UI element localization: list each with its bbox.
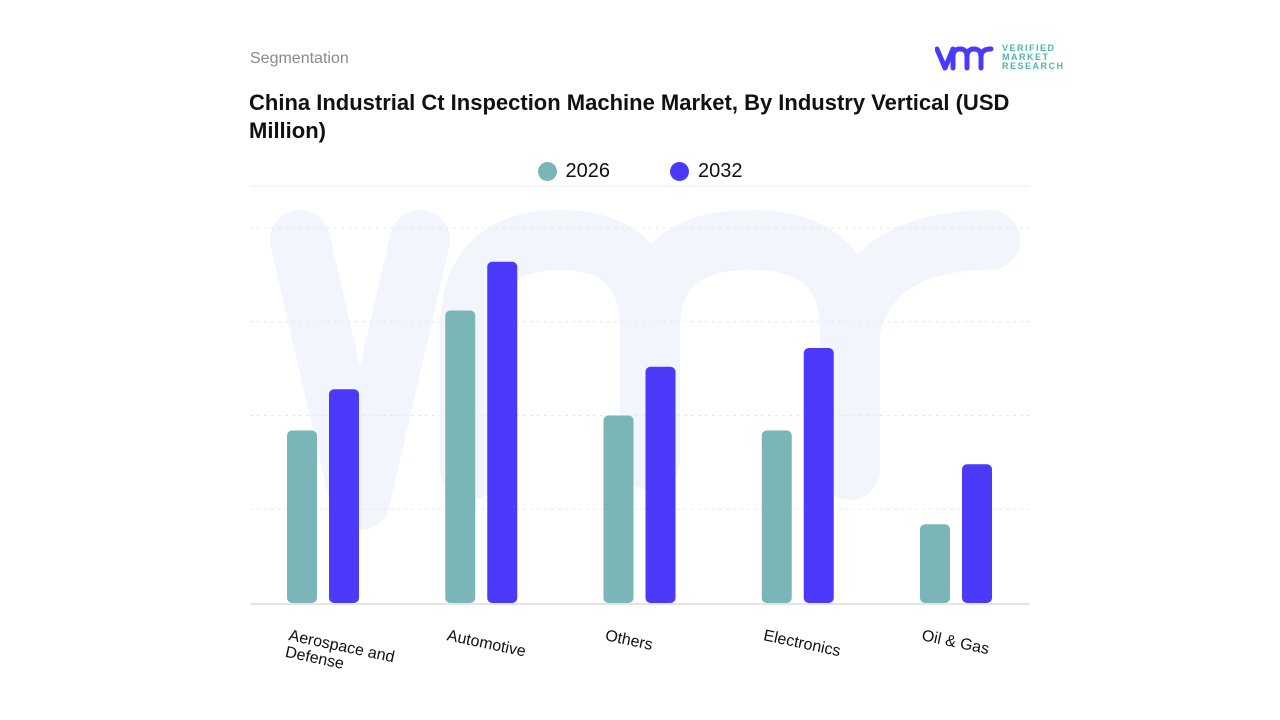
bar-2026-aerospace-and-defense bbox=[287, 430, 317, 603]
bar-2032-automotive bbox=[487, 261, 518, 603]
vmr-logo: VERIFIED MARKET RESEARCH bbox=[935, 44, 1065, 71]
section-label: Segmentation bbox=[250, 50, 349, 67]
x-tick-label: Oil & Gas bbox=[920, 627, 991, 658]
x-tick-label: Aerospace andDefense bbox=[284, 627, 396, 683]
bar-2026-automotive bbox=[445, 310, 476, 603]
watermark-logo bbox=[270, 210, 1020, 530]
legend-item-2032: 2032 bbox=[670, 160, 743, 183]
chart-title: China Industrial Ct Inspection Machine M… bbox=[249, 90, 1010, 143]
legend-swatch-2026 bbox=[537, 162, 557, 181]
bar-2032-aerospace-and-defense bbox=[329, 389, 359, 603]
x-tick-label: Others bbox=[604, 627, 655, 654]
legend-label: 2026 bbox=[565, 160, 611, 182]
bar-2032-electronics bbox=[803, 348, 834, 603]
logo-text: VERIFIED MARKET RESEARCH bbox=[1002, 43, 1065, 71]
legend-swatch-2032 bbox=[670, 162, 689, 181]
bar-2032-others bbox=[645, 366, 676, 603]
legend-item-2026: 2026 bbox=[537, 160, 611, 183]
bar-2026-electronics bbox=[761, 430, 792, 603]
bar-2032-oil-gas bbox=[962, 464, 992, 603]
x-tick-label: Automotive bbox=[445, 627, 527, 660]
bar-2026-others bbox=[603, 415, 634, 603]
x-tick-label: Electronics bbox=[762, 627, 842, 660]
legend-label: 2032 bbox=[698, 160, 743, 182]
bar-2026-oil-gas bbox=[920, 524, 950, 603]
vmr-logo-mark bbox=[935, 46, 994, 70]
legend: 2026 2032 bbox=[0, 160, 1280, 183]
